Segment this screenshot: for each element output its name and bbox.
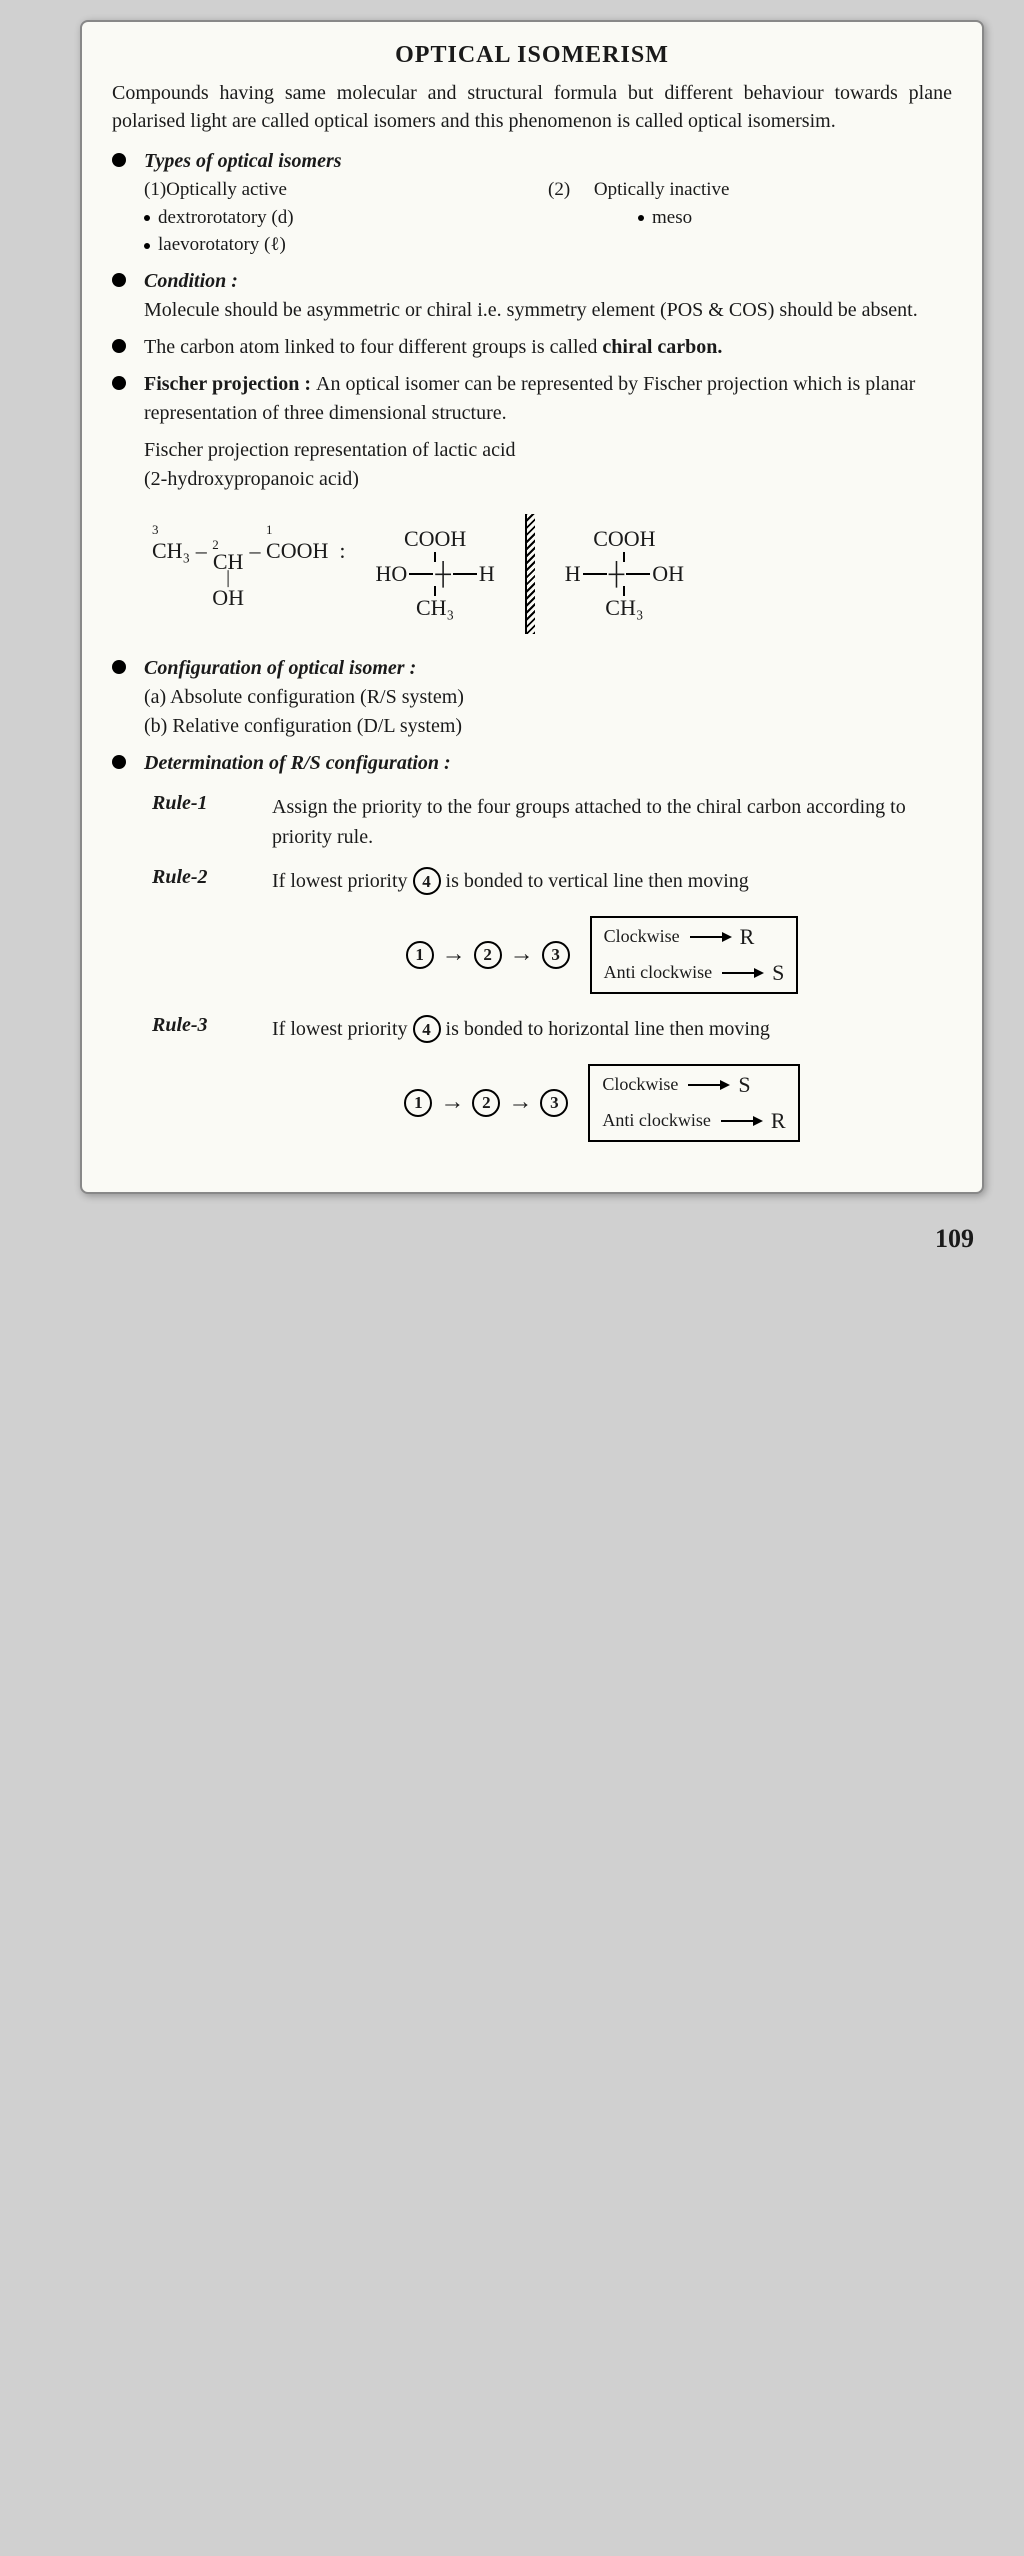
- acw-row: Anti clockwise R: [602, 1108, 785, 1134]
- col1-num: (1)Optically active: [144, 176, 548, 204]
- condition-text: Molecule should be asymmetric or chiral …: [144, 296, 952, 325]
- circled-3: 3: [542, 941, 570, 969]
- long-arrow-icon: [721, 1120, 761, 1122]
- arrow-icon: →: [440, 1089, 464, 1116]
- bullet-config: Configuration of optical isomer : (a) Ab…: [112, 654, 952, 741]
- long-arrow-icon: [688, 1084, 728, 1086]
- long-arrow-icon: [690, 936, 730, 938]
- config-heading: Configuration of optical isomer :: [144, 654, 952, 683]
- chiral-bold: chiral carbon.: [602, 336, 722, 358]
- linear-formula: 3 CH₃ – 2 CH │ OH – 1 COOH :: [152, 538, 345, 609]
- bullet-icon: [112, 660, 126, 674]
- cw-row: Clockwise S: [602, 1072, 785, 1098]
- sequence-row-3: 1 → 2 → 3 Clockwise S Anti clockwise R: [252, 1064, 952, 1142]
- fischer-para1: Fischer projection : An optical isomer c…: [144, 370, 952, 428]
- col2-line1: (2) Optically inactive: [548, 176, 952, 204]
- types-content: Types of optical isomers (1)Optically ac…: [144, 147, 952, 259]
- rule2-label: Rule-2: [152, 866, 252, 896]
- sequence-row-2: 1 → 2 → 3 Clockwise R Anti clockwise S: [252, 916, 952, 994]
- condition-heading: Condition :: [144, 267, 952, 296]
- fischer-heading: Fischer projection :: [144, 373, 316, 395]
- rule-2: Rule-2 If lowest priority 4 is bonded to…: [152, 866, 952, 896]
- col2-item1: meso: [638, 204, 952, 232]
- rule1-label: Rule-1: [152, 792, 252, 852]
- bullet-determination: Determination of R/S configuration :: [112, 749, 952, 778]
- types-col2: (2) Optically inactive meso: [548, 176, 952, 259]
- arrow-icon: →: [442, 941, 466, 968]
- dot-icon: [144, 243, 150, 249]
- bullet-icon: [112, 755, 126, 769]
- fischer-para3: (2-hydroxypropanoic acid): [144, 465, 952, 494]
- rule2-text: If lowest priority 4 is bonded to vertic…: [272, 866, 952, 896]
- circled-3: 3: [540, 1089, 568, 1117]
- arrow-icon: →: [508, 1089, 532, 1116]
- col1-item2: laevorotatory (ℓ): [144, 231, 548, 259]
- bullet-icon: [112, 376, 126, 390]
- page-title: OPTICAL ISOMERISM: [112, 42, 952, 69]
- arrow-icon: →: [510, 941, 534, 968]
- bullet-icon: [112, 273, 126, 287]
- rule1-text: Assign the priority to the four groups a…: [272, 792, 952, 852]
- circled-4: 4: [413, 1015, 441, 1043]
- circled-2: 2: [472, 1089, 500, 1117]
- acw-row: Anti clockwise S: [604, 960, 785, 986]
- rule3-label: Rule-3: [152, 1014, 252, 1044]
- circled-1: 1: [404, 1089, 432, 1117]
- config-b: (b) Relative configuration (D/L system): [144, 712, 952, 741]
- direction-box-3: Clockwise S Anti clockwise R: [588, 1064, 799, 1142]
- chiral-content: The carbon atom linked to four different…: [144, 333, 952, 362]
- dot-icon: [144, 215, 150, 221]
- page-container: OPTICAL ISOMERISM Compounds having same …: [80, 20, 984, 1194]
- rule-3: Rule-3 If lowest priority 4 is bonded to…: [152, 1014, 952, 1044]
- determination-heading: Determination of R/S configuration :: [144, 749, 952, 778]
- fischer-para2: Fischer projection representation of lac…: [144, 436, 952, 465]
- config-content: Configuration of optical isomer : (a) Ab…: [144, 654, 952, 741]
- bullet-icon: [112, 153, 126, 167]
- types-col1: (1)Optically active dextrorotatory (d) l…: [144, 176, 548, 259]
- types-heading: Types of optical isomers: [144, 147, 952, 176]
- chiral-text: The carbon atom linked to four different…: [144, 336, 602, 358]
- fischer-1: COOH HO┼H CH₃: [375, 527, 494, 620]
- bullet-types: Types of optical isomers (1)Optically ac…: [112, 147, 952, 259]
- bullet-icon: [112, 339, 126, 353]
- col1-item1: dextrorotatory (d): [144, 204, 548, 232]
- intro-paragraph: Compounds having same molecular and stru…: [112, 79, 952, 135]
- condition-content: Condition : Molecule should be asymmetri…: [144, 267, 952, 325]
- types-sublist: (1)Optically active dextrorotatory (d) l…: [144, 176, 952, 259]
- dot-icon: [638, 215, 644, 221]
- long-arrow-icon: [722, 972, 762, 974]
- rule3-text: If lowest priority 4 is bonded to horizo…: [272, 1014, 952, 1044]
- bullet-chiral: The carbon atom linked to four different…: [112, 333, 952, 362]
- circled-2: 2: [474, 941, 502, 969]
- config-a: (a) Absolute configuration (R/S system): [144, 683, 952, 712]
- cw-row: Clockwise R: [604, 924, 785, 950]
- fischer-content: Fischer projection : An optical isomer c…: [144, 370, 952, 494]
- bullet-fischer: Fischer projection : An optical isomer c…: [112, 370, 952, 494]
- direction-box-2: Clockwise R Anti clockwise S: [590, 916, 799, 994]
- mirror-plane: [525, 514, 535, 634]
- rule-1: Rule-1 Assign the priority to the four g…: [152, 792, 952, 852]
- bullet-condition: Condition : Molecule should be asymmetri…: [112, 267, 952, 325]
- circled-4: 4: [413, 867, 441, 895]
- page-number: 109: [80, 1224, 974, 1254]
- circled-1: 1: [406, 941, 434, 969]
- chemistry-row: 3 CH₃ – 2 CH │ OH – 1 COOH : COOH HO┼H: [152, 514, 952, 634]
- fischer-2: COOH H┼OH CH₃: [565, 527, 684, 620]
